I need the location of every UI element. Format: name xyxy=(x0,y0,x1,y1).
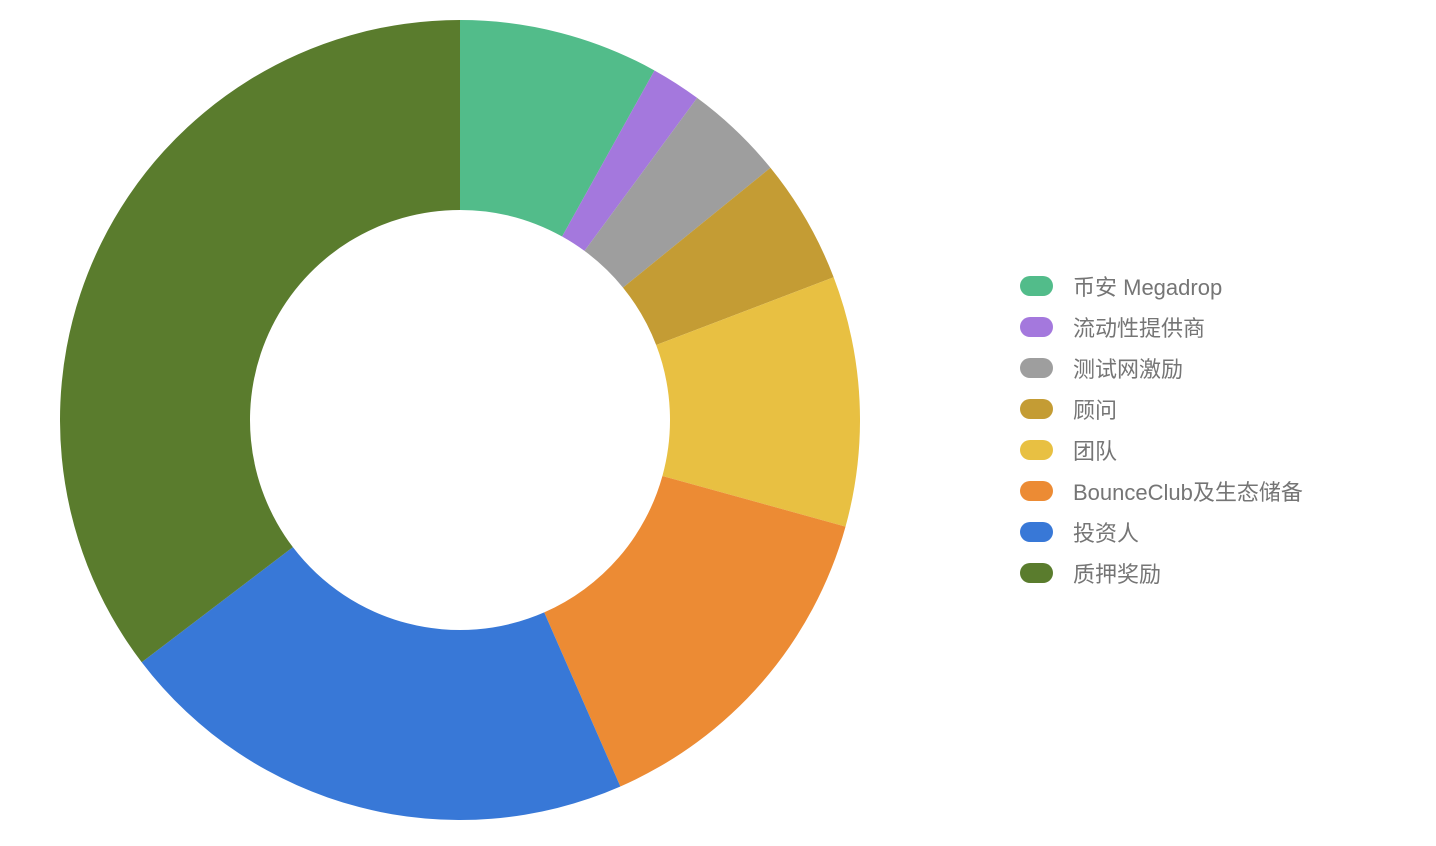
legend-swatch xyxy=(1020,276,1053,296)
legend-label: 币安 Megadrop xyxy=(1073,270,1222,302)
legend-swatch xyxy=(1020,440,1053,460)
legend-swatch xyxy=(1020,358,1053,378)
legend-swatch xyxy=(1020,317,1053,337)
legend-item-3[interactable]: 顾问 xyxy=(1020,388,1303,429)
legend-label: 测试网激励 xyxy=(1073,352,1183,384)
legend-item-2[interactable]: 测试网激励 xyxy=(1020,347,1303,388)
legend-item-7[interactable]: 质押奖励 xyxy=(1020,552,1303,593)
legend-label: BounceClub及生态储备 xyxy=(1073,475,1303,507)
legend-swatch xyxy=(1020,563,1053,583)
legend-label: 流动性提供商 xyxy=(1073,311,1205,343)
legend-label: 投资人 xyxy=(1073,516,1139,548)
donut-segment-7[interactable] xyxy=(60,20,460,662)
legend-item-1[interactable]: 流动性提供商 xyxy=(1020,306,1303,347)
donut-chart xyxy=(60,20,860,825)
legend-label: 顾问 xyxy=(1073,393,1117,425)
chart-container: 币安 Megadrop 流动性提供商测试网激励顾问团队 BounceClub及生态储… xyxy=(0,0,1436,846)
legend-swatch xyxy=(1020,399,1053,419)
legend-item-0[interactable]: 币安 Megadrop xyxy=(1020,265,1303,306)
legend-swatch xyxy=(1020,522,1053,542)
legend-item-6[interactable]: 投资人 xyxy=(1020,511,1303,552)
legend-label: 质押奖励 xyxy=(1073,557,1161,589)
legend-swatch xyxy=(1020,481,1053,501)
legend-item-4[interactable]: 团队 xyxy=(1020,429,1303,470)
legend-item-5[interactable]: BounceClub及生态储备 xyxy=(1020,470,1303,511)
legend-label: 团队 xyxy=(1073,434,1117,466)
legend: 币安 Megadrop 流动性提供商测试网激励顾问团队 BounceClub及生态储… xyxy=(1020,265,1303,593)
